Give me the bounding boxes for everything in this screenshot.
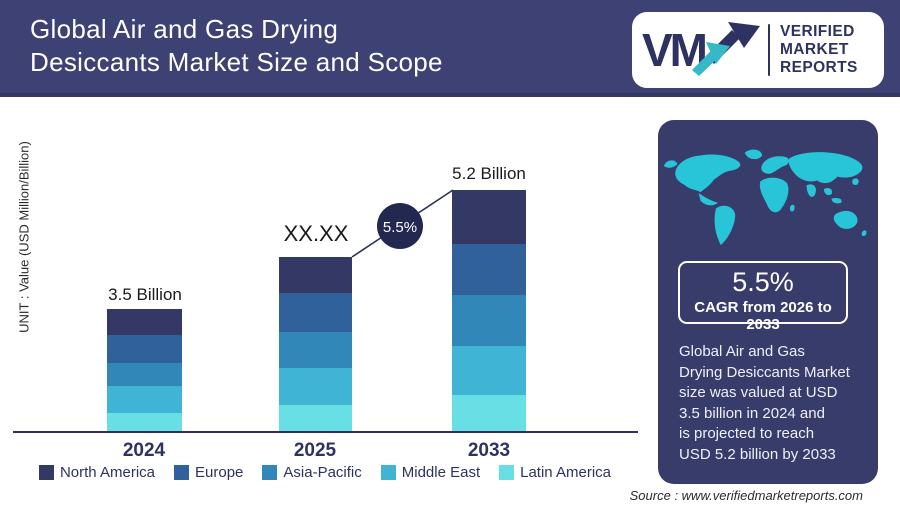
legend-label: North America xyxy=(59,464,156,481)
bar-segment-latin-america xyxy=(279,405,352,432)
header-banner: Global Air and Gas Drying Desiccants Mar… xyxy=(0,0,900,97)
logo-divider xyxy=(768,24,770,76)
page-title: Global Air and Gas Drying Desiccants Mar… xyxy=(30,14,443,77)
world-map-icon xyxy=(662,128,874,286)
bar-segment-middle-east xyxy=(279,368,352,405)
bar-segment-asia-pacific xyxy=(452,295,526,346)
legend-swatch xyxy=(262,465,278,480)
legend-item-middle-east: Middle East xyxy=(380,464,481,481)
legend: North America Europe Asia-Pacific Middle Ea… xyxy=(0,464,650,481)
cagr-highlight-box: 5.5% CAGR from 2026 to 2033 xyxy=(678,261,848,333)
bar-segment-latin-america xyxy=(107,413,182,432)
bar-segment-europe xyxy=(452,244,526,295)
bar-segment-north-america xyxy=(452,190,526,244)
bar-segment-europe xyxy=(107,335,182,363)
y-axis-label: UNIT : Value (USD Million/Billion) xyxy=(16,141,32,333)
legend-item-latin-america: Latin America xyxy=(499,464,611,481)
source-attribution: Source : www.verifiedmarketreports.com xyxy=(629,488,863,503)
bar-segment-asia-pacific xyxy=(279,332,352,368)
legend-swatch xyxy=(380,465,396,480)
legend-swatch xyxy=(499,465,515,480)
x-tick-label: 2025 xyxy=(293,440,337,461)
legend-label: Asia-Pacific xyxy=(283,464,362,481)
legend-label: Middle East xyxy=(401,464,481,481)
trend-line xyxy=(351,189,454,258)
legend-swatch xyxy=(38,465,54,480)
bar-value-label: 5.2 Billion xyxy=(452,164,526,183)
market-summary-text: Global Air and Gas Drying Desiccants Mar… xyxy=(679,343,850,463)
vmr-logo: VM VERIFIED MARKET REPORTS xyxy=(632,12,884,88)
bar-value-label: XX.XX xyxy=(283,221,349,246)
bar-column xyxy=(279,257,352,432)
bar-segment-middle-east xyxy=(452,346,526,395)
x-tick-label: 2024 xyxy=(122,440,166,461)
logo-line-market: MARKET xyxy=(780,41,849,58)
bar-value-label: 3.5 Billion xyxy=(108,285,182,304)
arrow-teal xyxy=(692,41,730,76)
bar-column xyxy=(107,309,182,432)
legend-item-north-america: North America xyxy=(38,464,156,481)
legend-swatch xyxy=(174,465,190,480)
legend-label: Europe xyxy=(195,464,244,481)
bar-segment-north-america xyxy=(279,257,352,293)
logo-company-name: VERIFIED MARKET REPORTS xyxy=(780,23,858,77)
x-axis-line xyxy=(13,431,638,433)
summary-card: 5.5% CAGR from 2026 to 2033 Global Air a… xyxy=(658,120,878,484)
growth-badge-value: 5.5% xyxy=(383,219,417,236)
logo-line-verified: VERIFIED xyxy=(780,23,855,40)
cagr-value: 5.5% xyxy=(732,267,794,297)
x-tick-label: 2033 xyxy=(467,440,511,461)
growth-badge-circle xyxy=(377,203,423,249)
bar-column xyxy=(452,190,526,432)
bar-segment-north-america xyxy=(107,309,182,335)
vmr-logo-icon: VM xyxy=(642,20,764,81)
bar-segment-asia-pacific xyxy=(107,363,182,386)
legend-item-asia-pacific: Asia-Pacific xyxy=(262,464,362,481)
cagr-caption: CAGR from 2026 to 2033 xyxy=(694,299,832,333)
bar-segment-europe xyxy=(279,293,352,332)
bar-segment-middle-east xyxy=(107,386,182,413)
legend-label: Latin America xyxy=(520,464,612,481)
logo-line-reports: REPORTS xyxy=(780,59,858,76)
bar-segment-latin-america xyxy=(452,395,526,432)
legend-item-europe: Europe xyxy=(174,464,243,481)
